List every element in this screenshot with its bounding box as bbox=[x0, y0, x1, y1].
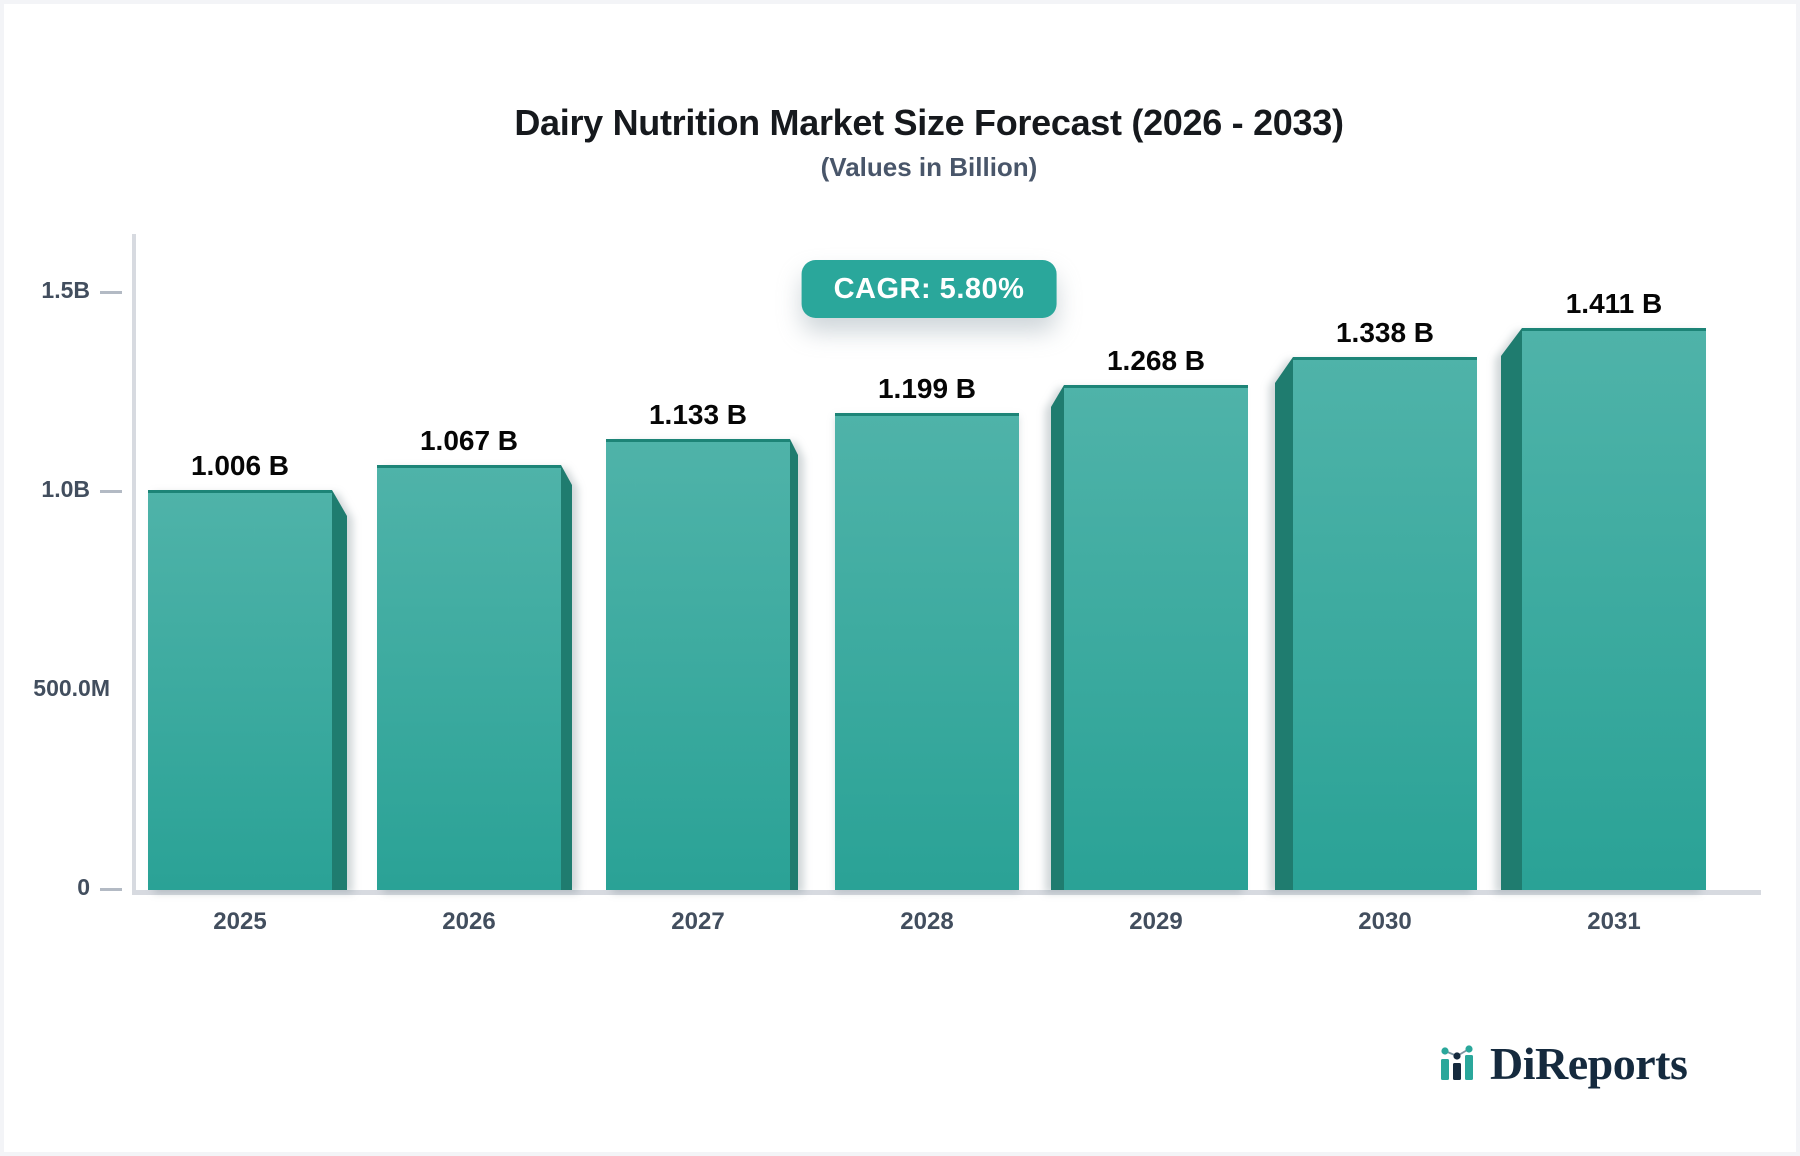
x-axis-label: 2031 bbox=[1587, 908, 1641, 935]
bar-2025 bbox=[148, 490, 347, 890]
x-axis-label: 2026 bbox=[442, 908, 496, 935]
bar-top-edge bbox=[1293, 357, 1477, 360]
bar-2028 bbox=[835, 413, 1019, 890]
x-axis-line bbox=[132, 890, 1761, 895]
bar-side-face bbox=[1501, 328, 1522, 890]
bar-value-label: 1.268 B bbox=[1106, 345, 1206, 376]
bar-top-edge bbox=[1064, 385, 1248, 388]
bar-value-label: 1.133 B bbox=[648, 399, 748, 430]
direports-logo-text: DiReports bbox=[1490, 1038, 1688, 1089]
bar-value-label: 1.411 B bbox=[1565, 288, 1663, 319]
bar-top-edge bbox=[1522, 328, 1706, 331]
bar-front-face bbox=[377, 465, 561, 890]
bar-value-label: 1.067 B bbox=[419, 425, 519, 456]
bar-chart-plot: 1.5B 1.0B 500.0M 0 1.006 B 2025 1.067 B 2026 1.1… bbox=[4, 4, 1800, 1156]
bar-side-face bbox=[790, 439, 798, 890]
x-axis-label: 2029 bbox=[1129, 908, 1183, 935]
x-axis-label: 2027 bbox=[671, 908, 725, 935]
y-axis-tick bbox=[100, 888, 122, 891]
chart-title: Dairy Nutrition Market Size Forecast (20… bbox=[514, 102, 1344, 143]
bar-top-edge bbox=[835, 413, 1019, 416]
bar-side-face bbox=[332, 490, 347, 890]
bar-side-face bbox=[1051, 385, 1064, 890]
bar-2031 bbox=[1501, 328, 1706, 890]
bar-top-edge bbox=[606, 439, 790, 442]
bar-value-label: 1.199 B bbox=[877, 373, 977, 404]
y-axis-label: 1.0B bbox=[41, 476, 90, 502]
bar-side-face bbox=[1275, 357, 1293, 890]
y-axis-tick bbox=[100, 490, 122, 493]
bar-2030 bbox=[1275, 357, 1477, 890]
bar-top-edge bbox=[148, 490, 332, 493]
chart-card: Dairy Nutrition Market Size Forecast (20… bbox=[4, 4, 1796, 1152]
bar-2029 bbox=[1051, 385, 1248, 890]
bar-2026 bbox=[377, 465, 572, 890]
x-axis-label: 2028 bbox=[900, 908, 954, 935]
bar-front-face bbox=[1064, 385, 1248, 890]
bar-top-edge bbox=[377, 465, 561, 468]
bar-front-face bbox=[1522, 328, 1706, 890]
chart-subtitle: (Values in Billion) bbox=[820, 152, 1038, 182]
y-axis-line bbox=[132, 234, 136, 894]
bar-front-face bbox=[1293, 357, 1477, 890]
direports-logo: DiReports bbox=[1437, 1038, 1688, 1089]
y-axis-label: 0 bbox=[77, 874, 90, 900]
y-axis-tick bbox=[100, 291, 122, 294]
bar-value-label: 1.006 B bbox=[190, 450, 290, 481]
bar-2027 bbox=[606, 439, 798, 890]
x-axis-label: 2030 bbox=[1358, 908, 1412, 935]
y-axis-label: 500.0M bbox=[33, 675, 110, 701]
y-axis-label: 1.5B bbox=[41, 277, 90, 303]
bar-side-face bbox=[561, 465, 572, 890]
cagr-badge: CAGR: 5.80% bbox=[801, 260, 1057, 318]
bar-front-face bbox=[606, 439, 790, 890]
bar-value-label: 1.338 B bbox=[1335, 317, 1435, 348]
direports-logo-icon bbox=[1441, 1045, 1473, 1080]
bar-front-face bbox=[835, 413, 1019, 890]
bar-front-face bbox=[148, 490, 332, 890]
x-axis-label: 2025 bbox=[213, 908, 267, 935]
